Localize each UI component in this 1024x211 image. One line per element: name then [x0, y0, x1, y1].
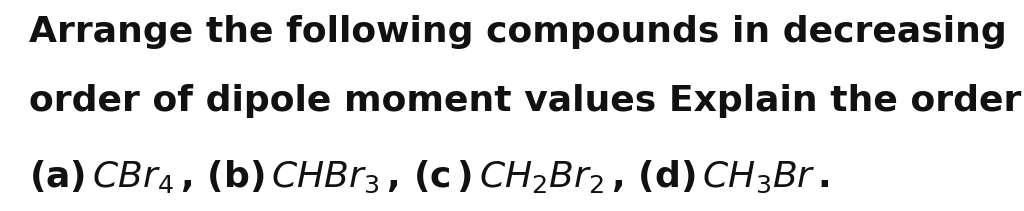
Text: $\mathbf{(a)\,}\it{CBr}_{\mathit{4}}\mathbf{\,,\,(b)\,}\it{CHBr}_{\mathit{3}}\ma: $\mathbf{(a)\,}\it{CBr}_{\mathit{4}}\mat…: [29, 158, 829, 195]
Text: Arrange the following compounds in decreasing: Arrange the following compounds in decre…: [29, 15, 1007, 49]
Text: order of dipole moment values Explain the order: order of dipole moment values Explain th…: [29, 84, 1021, 118]
